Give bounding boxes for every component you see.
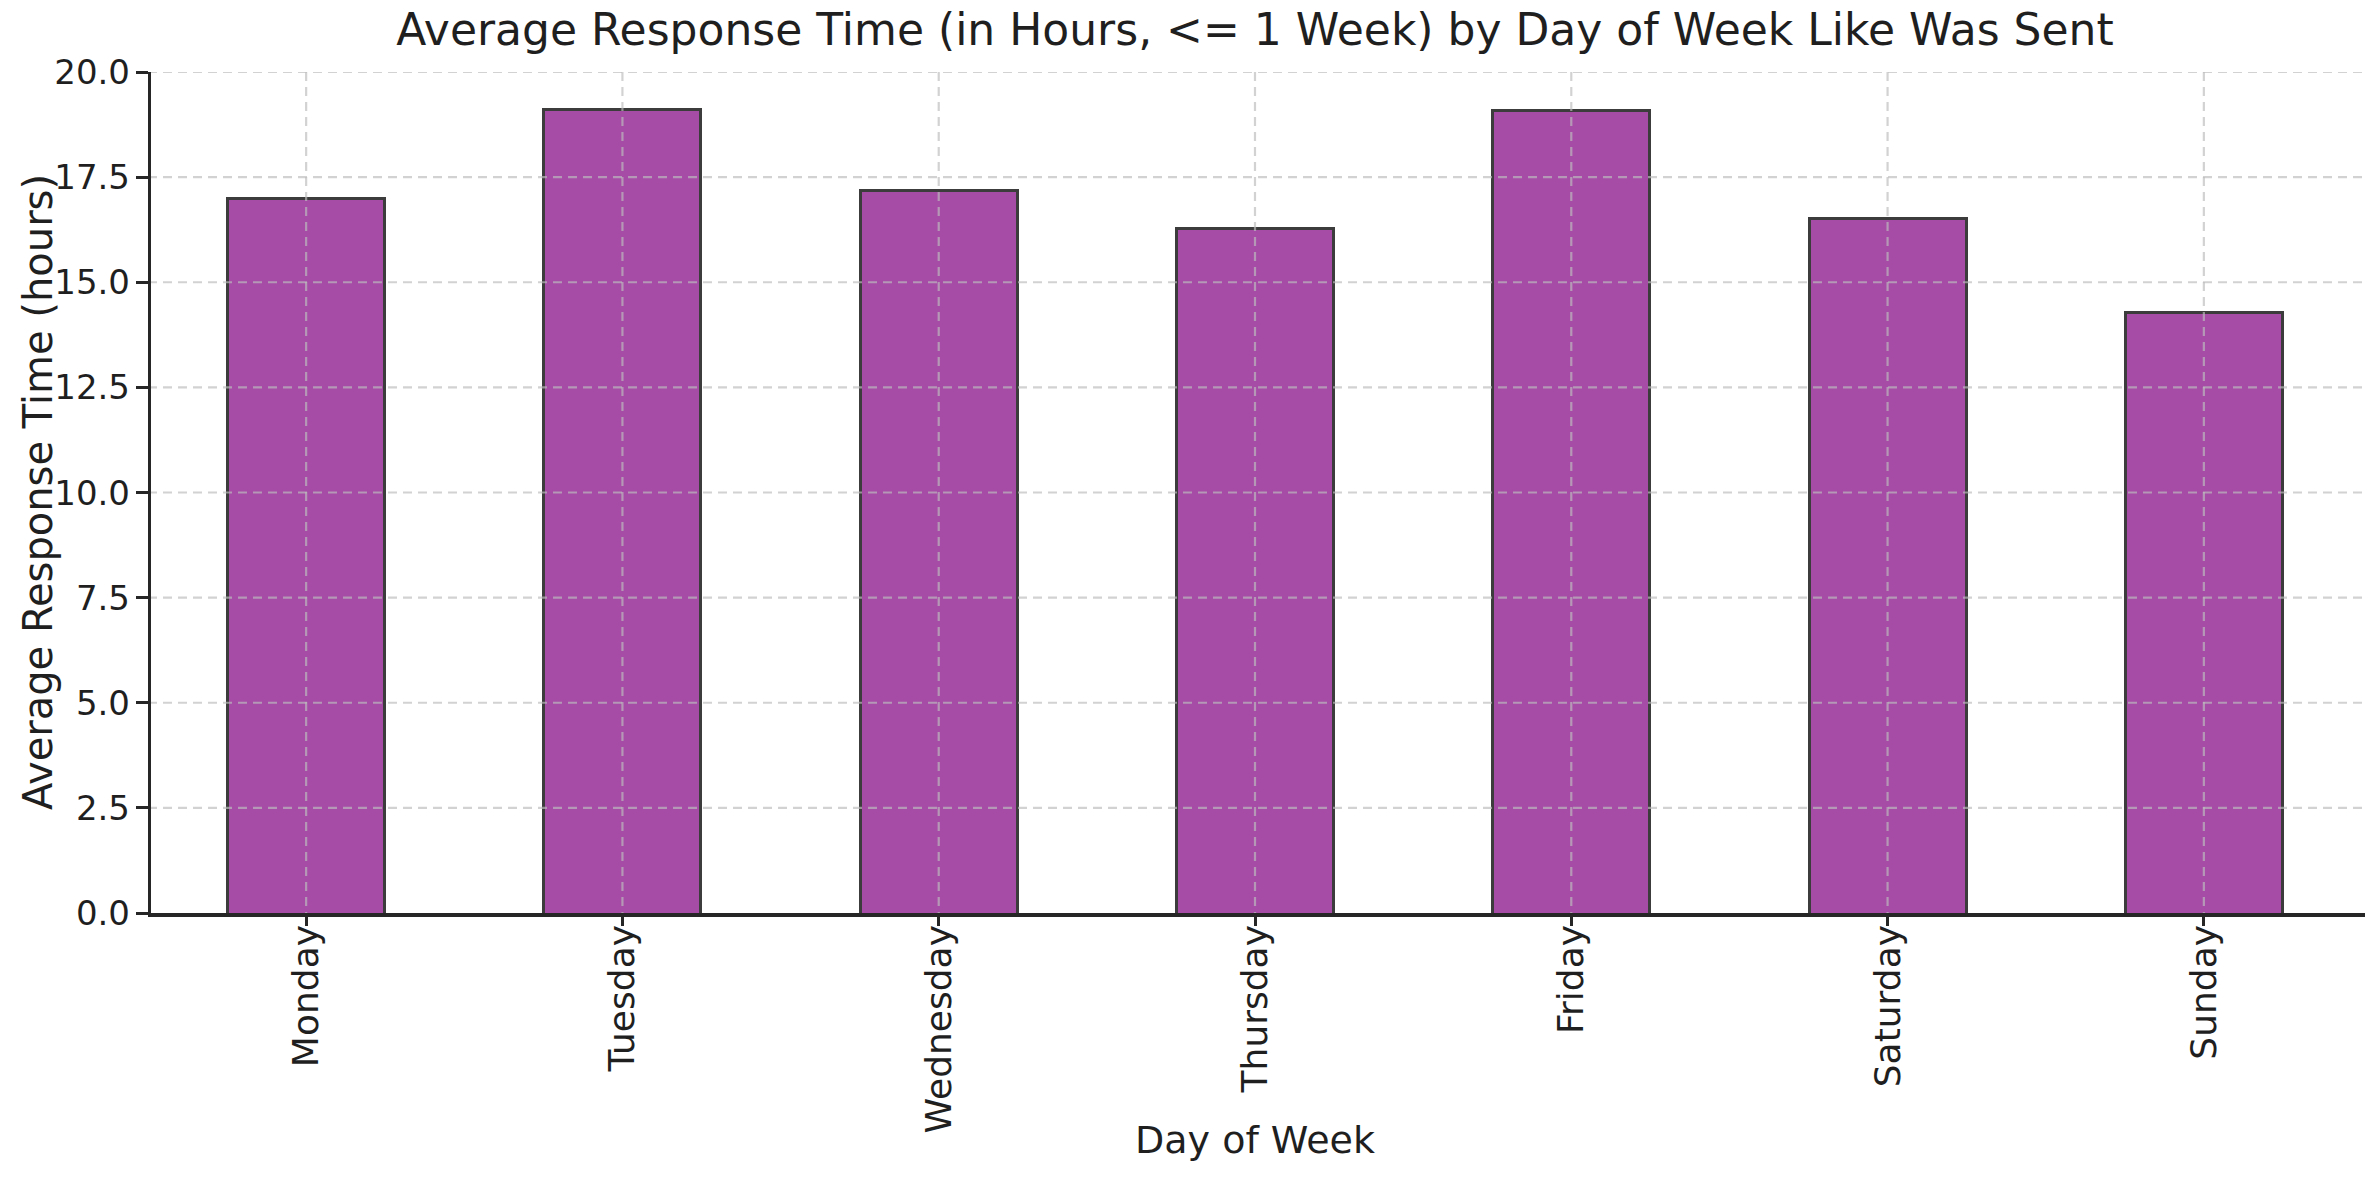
ytick-label-20.0: 20.0 — [0, 55, 130, 89]
bars-layer — [148, 72, 2362, 913]
bar-tuesday — [542, 108, 702, 913]
ytick-label-7.5: 7.5 — [0, 581, 130, 615]
y-axis-spine — [148, 72, 151, 916]
ytick-mark-5.0 — [136, 701, 148, 704]
x-axis-label: Day of Week — [1135, 1118, 1375, 1162]
ytick-label-2.5: 2.5 — [0, 791, 130, 825]
ytick-label-17.5: 17.5 — [0, 160, 130, 194]
xtick-label-wednesday: Wednesday — [916, 925, 962, 1133]
bar-chart-figure: Average Response Time (in Hours, <= 1 We… — [0, 0, 2379, 1180]
bar-wednesday — [859, 189, 1019, 913]
xtick-label-saturday: Saturday — [1865, 925, 1911, 1087]
ytick-mark-17.5 — [136, 176, 148, 179]
ytick-mark-20.0 — [136, 71, 148, 74]
ytick-label-0.0: 0.0 — [0, 896, 130, 930]
ytick-mark-7.5 — [136, 596, 148, 599]
xtick-label-monday: Monday — [283, 925, 329, 1067]
xtick-label-thursday: Thursday — [1232, 925, 1278, 1092]
bar-monday — [226, 197, 386, 913]
xtick-label-sunday: Sunday — [2181, 925, 2227, 1060]
ytick-label-12.5: 12.5 — [0, 370, 130, 404]
ytick-mark-0.0 — [136, 912, 148, 915]
bar-sunday — [2124, 311, 2284, 913]
bar-friday — [1491, 109, 1651, 913]
ytick-mark-15.0 — [136, 281, 148, 284]
ytick-mark-2.5 — [136, 806, 148, 809]
ytick-label-5.0: 5.0 — [0, 686, 130, 720]
chart-title: Average Response Time (in Hours, <= 1 We… — [396, 4, 2113, 55]
ytick-label-10.0: 10.0 — [0, 476, 130, 510]
ytick-mark-10.0 — [136, 491, 148, 494]
ytick-mark-12.5 — [136, 386, 148, 389]
bar-saturday — [1808, 217, 1968, 913]
xtick-label-tuesday: Tuesday — [599, 925, 645, 1071]
ytick-label-15.0: 15.0 — [0, 265, 130, 299]
plot-area — [148, 72, 2362, 913]
bar-thursday — [1175, 227, 1335, 913]
xtick-label-friday: Friday — [1548, 925, 1594, 1034]
